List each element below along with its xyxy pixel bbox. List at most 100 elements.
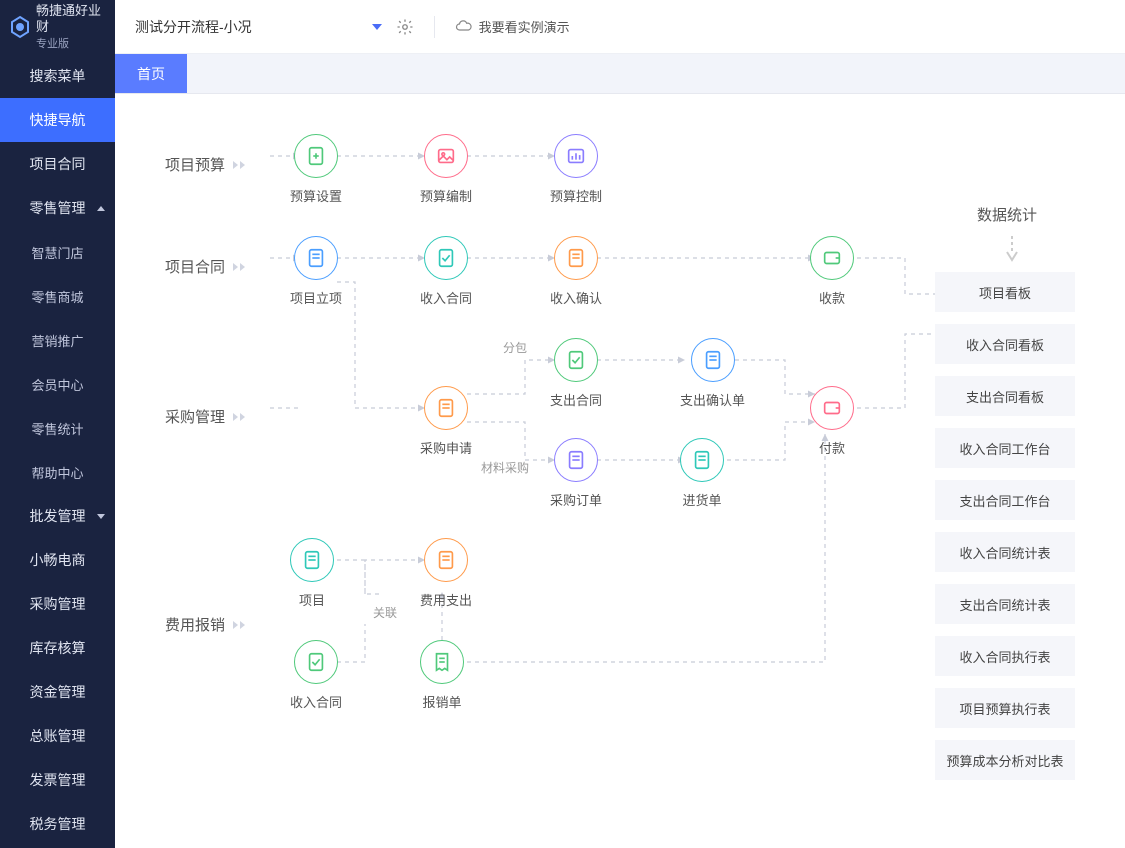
- sidebar-item-13[interactable]: 资金管理: [0, 670, 115, 714]
- row-label: 采购管理: [165, 406, 245, 427]
- stat-button-6[interactable]: 支出合同统计表: [935, 584, 1075, 624]
- brand-edition: 专业版: [36, 35, 107, 51]
- stat-button-2[interactable]: 支出合同看板: [935, 376, 1075, 416]
- sidebar-item-12[interactable]: 库存核算: [0, 626, 115, 670]
- chevron-right-icon: [233, 161, 245, 169]
- flow-node-n10[interactable]: 采购申请: [420, 386, 472, 457]
- edge-label: 材料采购: [481, 459, 529, 476]
- flow-node-n9[interactable]: 支出确认单: [680, 338, 745, 409]
- demo-link[interactable]: 我要看实例演示: [455, 17, 570, 36]
- flow-node-n6[interactable]: 收入确认: [550, 236, 602, 307]
- flow-node-n4[interactable]: 项目立项: [290, 236, 342, 307]
- flow-node-n15[interactable]: 费用支出: [420, 538, 472, 609]
- tabbar: 首页: [115, 54, 1125, 94]
- sidebar-item-6[interactable]: 会员中心: [0, 362, 115, 406]
- sidebar-item-8[interactable]: 帮助中心: [0, 450, 115, 494]
- doc-icon: [680, 438, 724, 482]
- sidebar-item-14[interactable]: 总账管理: [0, 714, 115, 758]
- row-label: 项目预算: [165, 154, 245, 175]
- flow-node-n1[interactable]: 预算设置: [290, 134, 342, 205]
- topbar: 测试分开流程-小况 我要看实例演示: [115, 0, 1125, 54]
- sidebar-item-11[interactable]: 采购管理: [0, 582, 115, 626]
- row-label: 费用报销: [165, 614, 245, 635]
- tab-home[interactable]: 首页: [115, 54, 187, 93]
- row-label: 项目合同: [165, 256, 245, 277]
- org-selector[interactable]: 测试分开流程-小况: [135, 17, 382, 37]
- cloud-icon: [455, 18, 473, 36]
- flow-node-n11[interactable]: 采购订单: [550, 438, 602, 509]
- sidebar-item-0[interactable]: 快捷导航: [0, 98, 115, 142]
- flow-node-n17[interactable]: 报销单: [420, 640, 464, 711]
- stat-button-1[interactable]: 收入合同看板: [935, 324, 1075, 364]
- stat-button-9[interactable]: 预算成本分析对比表: [935, 740, 1075, 780]
- node-label: 预算编制: [420, 186, 472, 205]
- wallet-icon: [810, 236, 854, 280]
- stat-button-5[interactable]: 收入合同统计表: [935, 532, 1075, 572]
- sidebar-item-1[interactable]: 项目合同: [0, 142, 115, 186]
- doc-icon: [554, 236, 598, 280]
- sidebar-item-7[interactable]: 零售统计: [0, 406, 115, 450]
- flow-canvas: 项目预算项目合同采购管理费用报销预算设置预算编制预算控制项目立项收入合同收入确认…: [125, 94, 1125, 848]
- demo-label: 我要看实例演示: [479, 17, 570, 36]
- flow-node-n14[interactable]: 项目: [290, 538, 334, 609]
- sidebar-item-16[interactable]: 税务管理: [0, 802, 115, 846]
- stat-button-0[interactable]: 项目看板: [935, 272, 1075, 312]
- sidebar-item-15[interactable]: 发票管理: [0, 758, 115, 802]
- node-label: 预算设置: [290, 186, 342, 205]
- sidebar-item-3[interactable]: 智慧门店: [0, 230, 115, 274]
- flow-node-n5[interactable]: 收入合同: [420, 236, 472, 307]
- stat-button-3[interactable]: 收入合同工作台: [935, 428, 1075, 468]
- sidebar-item-9[interactable]: 批发管理: [0, 494, 115, 538]
- chevron-right-icon: [233, 413, 245, 421]
- node-label: 项目: [299, 590, 325, 609]
- node-label: 采购申请: [420, 438, 472, 457]
- gear-icon[interactable]: [396, 18, 414, 36]
- flow-node-n8[interactable]: 支出合同: [550, 338, 602, 409]
- connector-layer: [125, 94, 1125, 848]
- doc-icon: [294, 236, 338, 280]
- flow-node-n7[interactable]: 收款: [810, 236, 854, 307]
- doc-plus-icon: [294, 134, 338, 178]
- stat-button-7[interactable]: 收入合同执行表: [935, 636, 1075, 676]
- edge-label: 关联: [373, 604, 397, 621]
- search-menu[interactable]: 搜索菜单: [0, 54, 115, 98]
- topbar-divider: [434, 16, 435, 38]
- node-label: 支出合同: [550, 390, 602, 409]
- doc-check-icon: [554, 338, 598, 382]
- sidebar-item-4[interactable]: 零售商城: [0, 274, 115, 318]
- sidebar: 畅捷通好业财 专业版 搜索菜单 快捷导航项目合同零售管理智慧门店零售商城营销推广…: [0, 0, 115, 848]
- doc-icon: [691, 338, 735, 382]
- content-scroll: 项目预算项目合同采购管理费用报销预算设置预算编制预算控制项目立项收入合同收入确认…: [115, 94, 1125, 848]
- sidebar-item-2[interactable]: 零售管理: [0, 186, 115, 230]
- node-label: 项目立项: [290, 288, 342, 307]
- brand-name: 畅捷通好业财: [36, 3, 107, 34]
- stat-button-8[interactable]: 项目预算执行表: [935, 688, 1075, 728]
- stat-button-4[interactable]: 支出合同工作台: [935, 480, 1075, 520]
- arrow-down-icon: [1005, 234, 1019, 267]
- flow-node-n13[interactable]: 付款: [810, 386, 854, 457]
- wallet-icon: [810, 386, 854, 430]
- chevron-right-icon: [233, 263, 245, 271]
- sidebar-item-5[interactable]: 营销推广: [0, 318, 115, 362]
- flow-node-n12[interactable]: 进货单: [680, 438, 724, 509]
- doc-icon: [424, 538, 468, 582]
- node-label: 收款: [819, 288, 845, 307]
- flow-node-n2[interactable]: 预算编制: [420, 134, 472, 205]
- node-label: 费用支出: [420, 590, 472, 609]
- sidebar-menu: 快捷导航项目合同零售管理智慧门店零售商城营销推广会员中心零售统计帮助中心批发管理…: [0, 98, 115, 848]
- node-label: 收入合同: [290, 692, 342, 711]
- doc-icon: [290, 538, 334, 582]
- doc-check-icon: [424, 236, 468, 280]
- edge-label: 分包: [503, 339, 527, 356]
- node-label: 进货单: [682, 490, 721, 509]
- sidebar-item-10[interactable]: 小畅电商: [0, 538, 115, 582]
- node-label: 收入确认: [550, 288, 602, 307]
- main-area: 测试分开流程-小况 我要看实例演示 首页 项目预算项目合同采购管理费: [115, 0, 1125, 848]
- image-icon: [424, 134, 468, 178]
- org-name: 测试分开流程-小况: [135, 17, 252, 37]
- chevron-right-icon: [233, 621, 245, 629]
- flow-node-n16[interactable]: 收入合同: [290, 640, 342, 711]
- flow-node-n3[interactable]: 预算控制: [550, 134, 602, 205]
- expand-icon: [97, 514, 105, 519]
- node-label: 支出确认单: [680, 390, 745, 409]
